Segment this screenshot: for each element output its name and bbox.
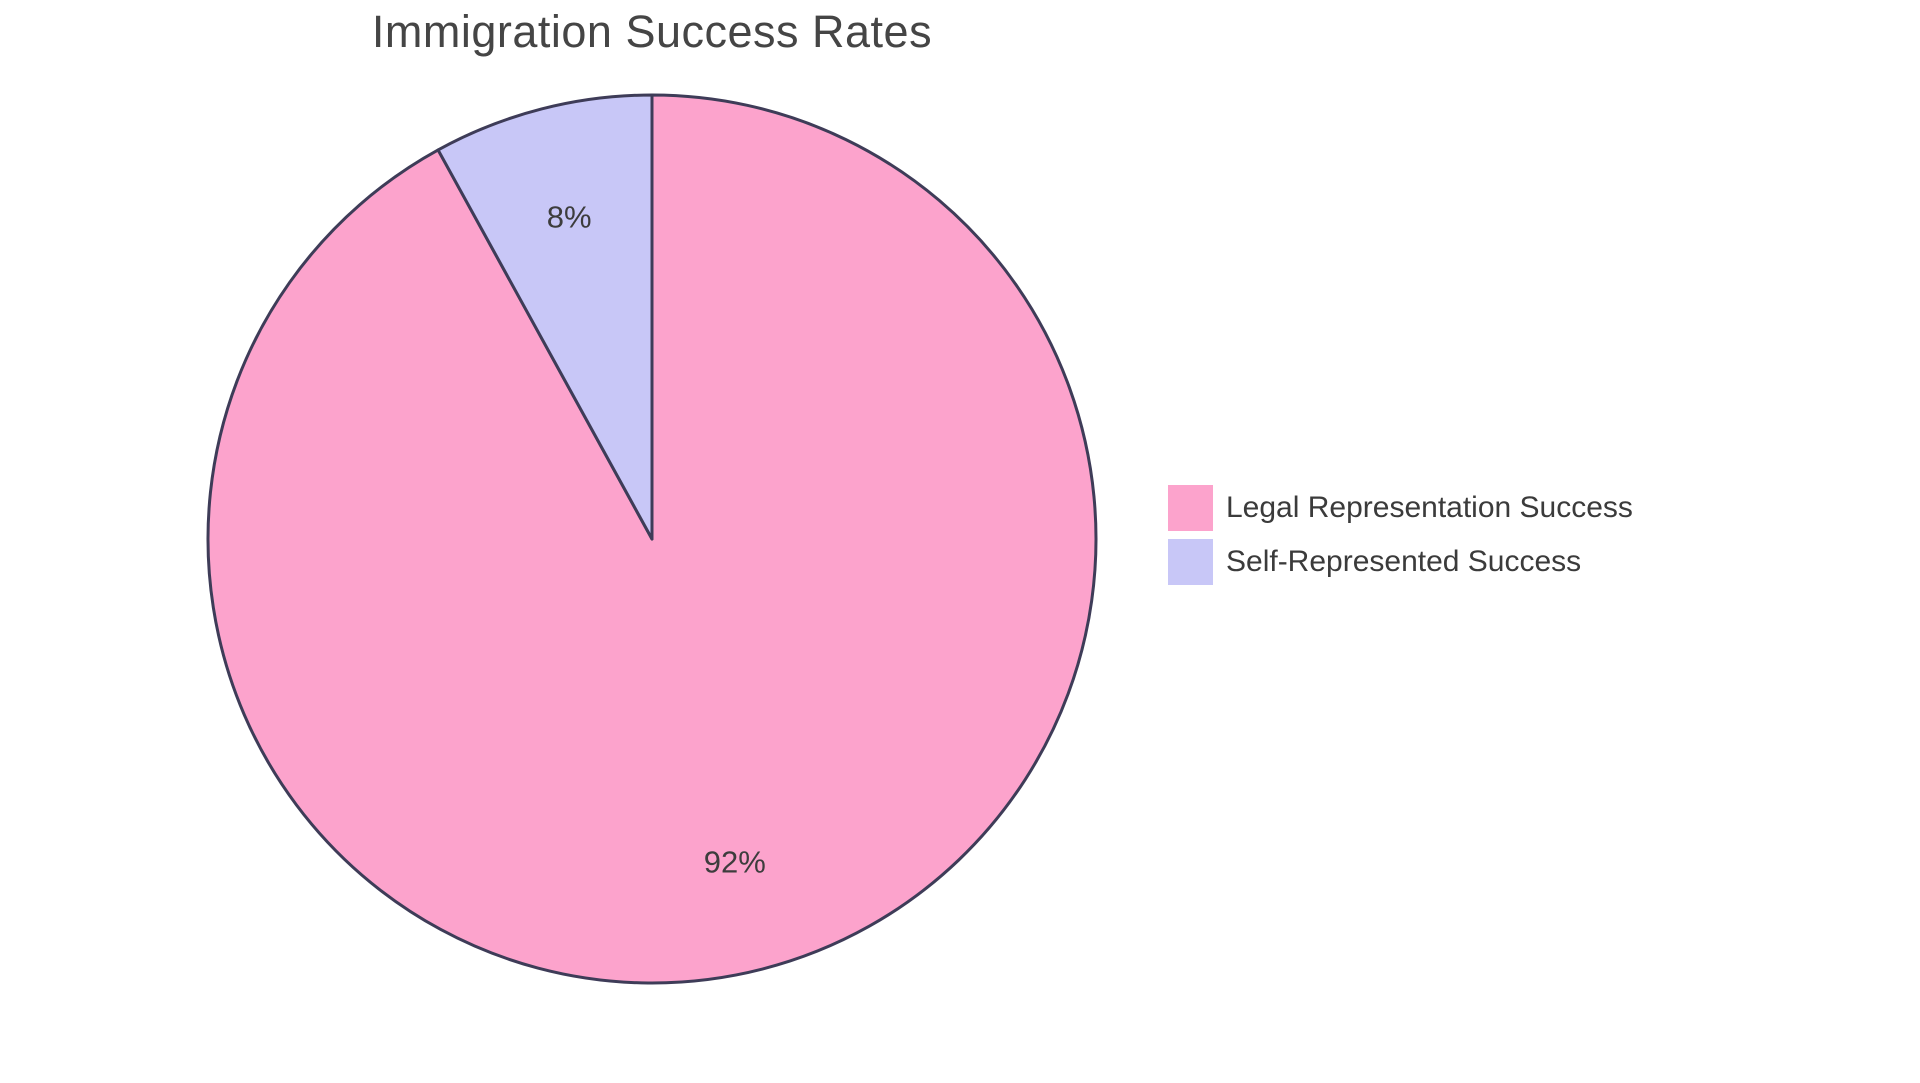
- slice-percent-label-legal-representation: 92%: [704, 845, 766, 880]
- legend: Legal Representation Success Self-Repres…: [1168, 485, 1633, 585]
- legend-label-self-represented: Self-Represented Success: [1226, 545, 1582, 578]
- legend-item-legal-representation[interactable]: Legal Representation Success: [1168, 485, 1633, 531]
- legend-swatch-self-represented: [1168, 539, 1213, 585]
- chart-title: Immigration Success Rates: [371, 6, 933, 57]
- legend-swatch-legal-representation: [1168, 485, 1213, 531]
- slice-percent-label-self-represented: 8%: [547, 200, 592, 235]
- legend-label-legal-representation: Legal Representation Success: [1226, 491, 1633, 524]
- legend-item-self-represented[interactable]: Self-Represented Success: [1168, 539, 1633, 585]
- pie-slice-self-represented-success[interactable]: [436, 93, 654, 541]
